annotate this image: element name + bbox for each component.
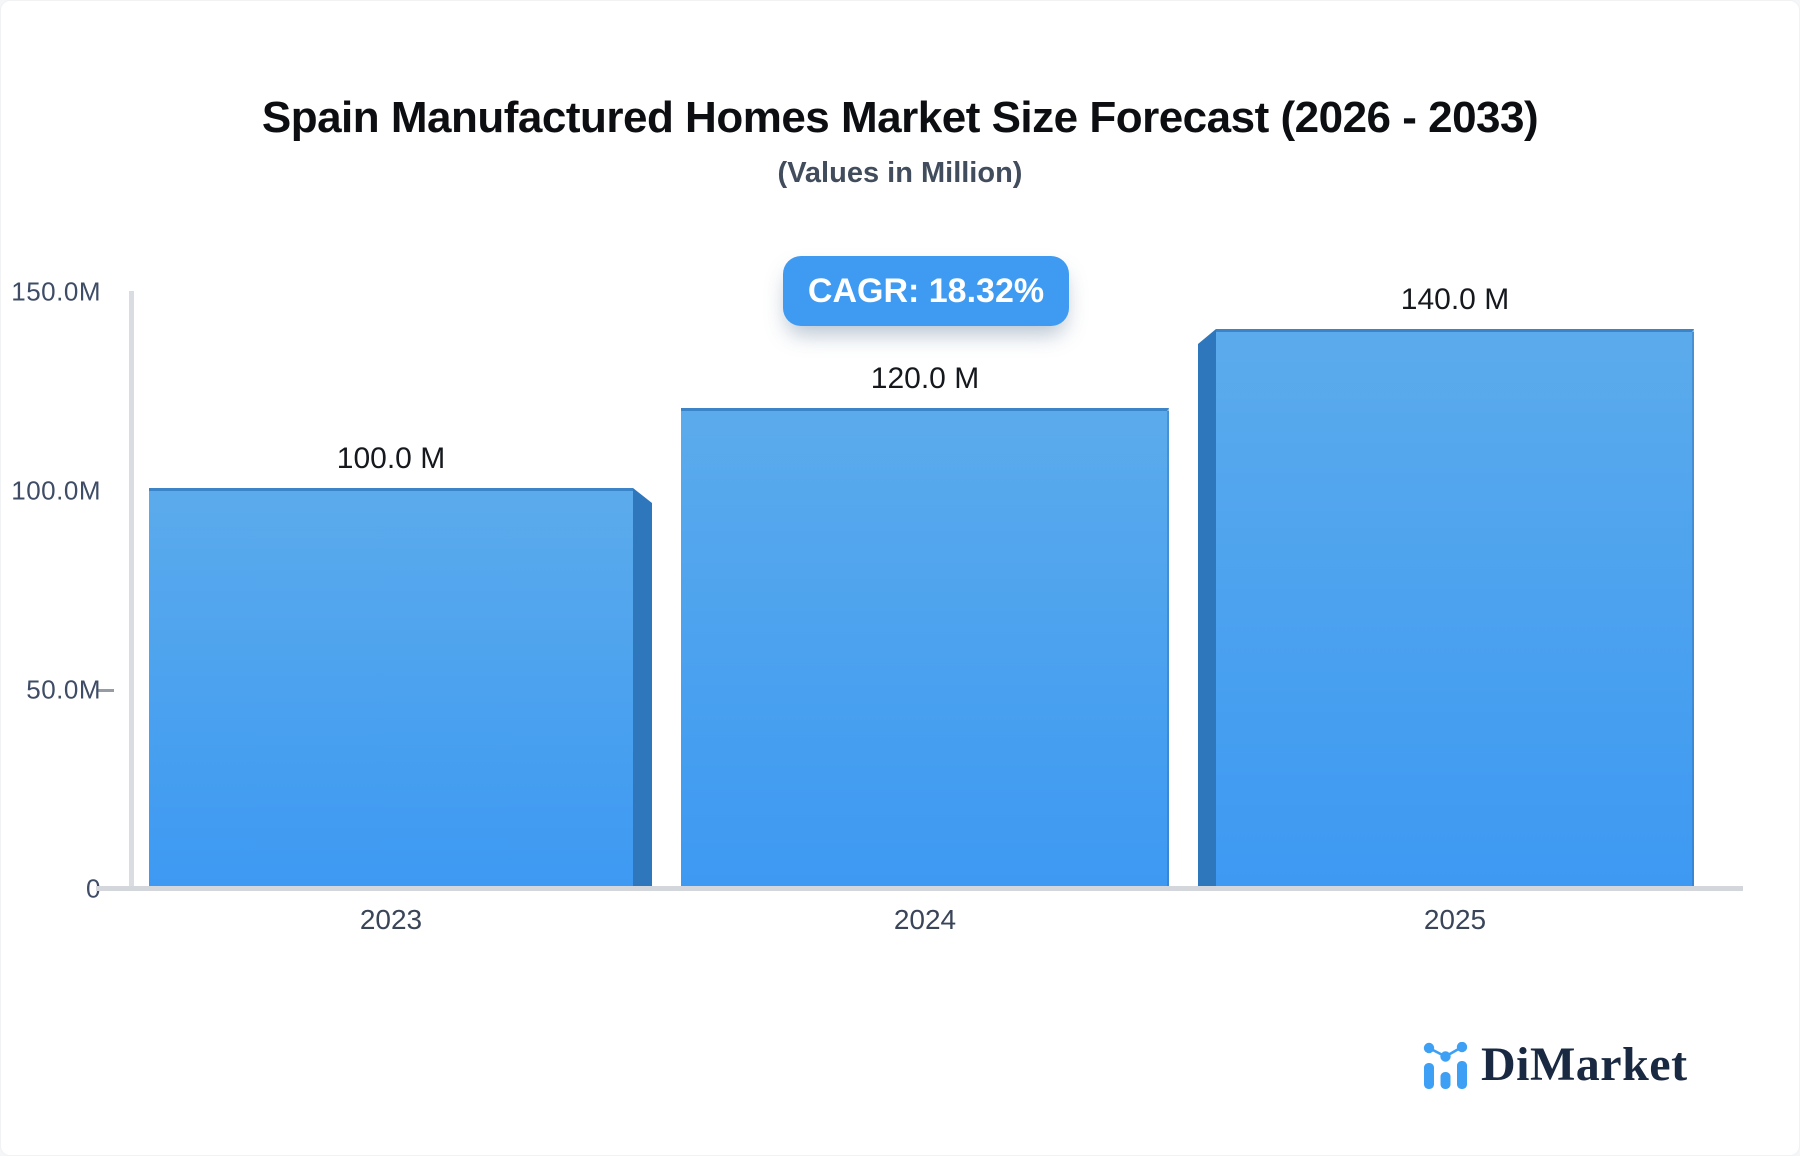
x-tick-label-2025: 2025 (1423, 904, 1487, 935)
logo-wordmark: DiMarket (1481, 1038, 1688, 1091)
bar-face (1216, 329, 1694, 886)
bar-face (681, 408, 1169, 886)
bar-3d-side (1198, 329, 1216, 886)
x-axis-baseline (96, 886, 1743, 891)
bar-value-label: 100.0 M (336, 442, 446, 475)
y-axis-tick-50 (98, 689, 114, 692)
bar-value-label: 120.0 M (870, 362, 980, 395)
y-tick-label-100: 100.0M (11, 475, 101, 506)
y-axis-line (129, 291, 134, 888)
y-tick-label-0: 0 (86, 873, 101, 904)
bar-3d-side (633, 488, 652, 886)
y-tick-label-50: 50.0M (26, 674, 101, 705)
bar-face (149, 488, 633, 886)
bar-2025: 140.0 M 2025 (1198, 283, 1694, 935)
chart-title: Spain Manufactured Homes Market Size For… (261, 93, 1539, 142)
bar-2023: 100.0 M 2023 (149, 442, 652, 935)
cagr-badge: CAGR: 18.32% (783, 256, 1069, 326)
y-tick-label-150: 150.0M (11, 276, 101, 307)
dimarket-logo: DiMarket (1423, 1041, 1688, 1089)
chart-subtitle: (Values in Million) (777, 157, 1023, 189)
x-tick-label-2023: 2023 (359, 904, 423, 935)
x-tick-label-2024: 2024 (893, 904, 957, 935)
bar-2024: 120.0 M 2024 (681, 362, 1169, 935)
cagr-badge-label: CAGR: 18.32% (807, 271, 1045, 310)
mini-bar-chart-icon (1423, 1042, 1468, 1089)
bar-value-label: 140.0 M (1400, 283, 1510, 316)
